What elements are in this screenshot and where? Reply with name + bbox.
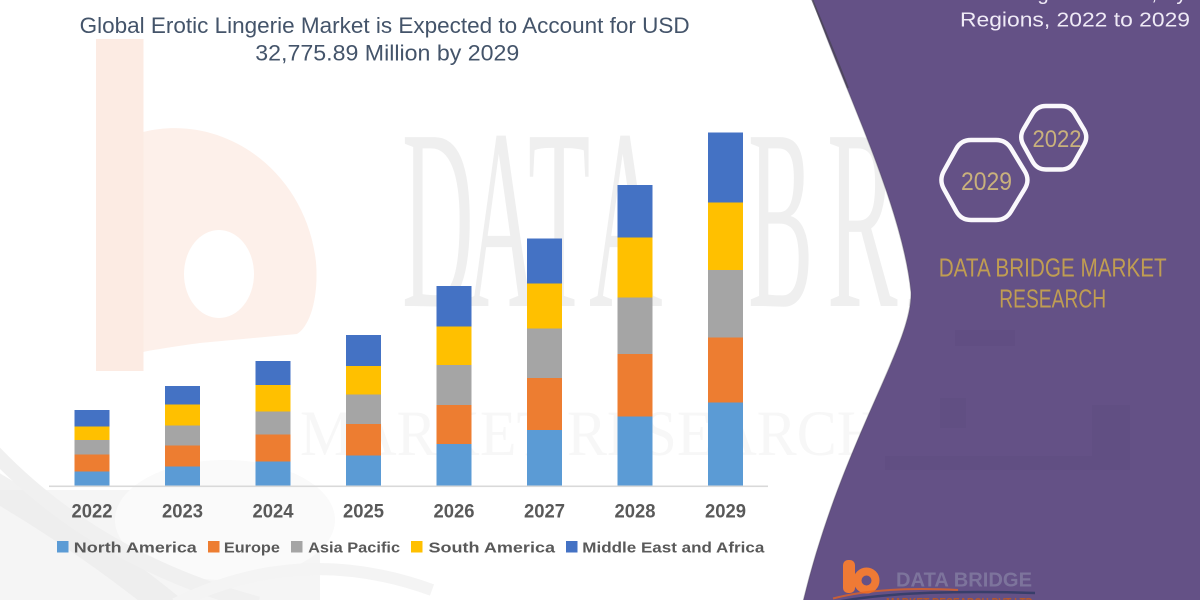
- svg-text:2023: 2023: [162, 501, 203, 523]
- svg-text:MARKET RESEARCH: MARKET RESEARCH: [300, 398, 880, 470]
- svg-text:North America: North America: [74, 540, 198, 557]
- svg-text:Global Erotic Lingerie Market,: Global Erotic Lingerie Market, By Region…: [887, 0, 1200, 5]
- svg-text:2024: 2024: [253, 501, 294, 523]
- svg-text:Regions, 2022 to 2029: Regions, 2022 to 2029: [960, 8, 1190, 31]
- svg-text:2025: 2025: [343, 501, 384, 523]
- svg-text:Europe: Europe: [224, 540, 280, 557]
- svg-text:MARKET RESEARCH PVT LTD: MARKET RESEARCH PVT LTD: [886, 596, 1033, 600]
- svg-text:DATA BRIDGE MARKET: DATA BRIDGE MARKET: [939, 255, 1167, 283]
- svg-text:DATA BRIDGE: DATA BRIDGE: [896, 570, 1032, 592]
- svg-text:2022: 2022: [72, 501, 113, 523]
- svg-text:2027: 2027: [524, 501, 565, 523]
- svg-text:32,775.89 Million by 2029: 32,775.89 Million by 2029: [255, 41, 519, 66]
- svg-text:2022: 2022: [1033, 126, 1082, 153]
- svg-text:Asia Pacific: Asia Pacific: [308, 540, 400, 557]
- svg-text:2029: 2029: [961, 168, 1012, 196]
- svg-text:Global Erotic Lingerie Market: Global Erotic Lingerie Market is Expecte…: [80, 13, 690, 38]
- svg-text:2028: 2028: [615, 501, 656, 523]
- svg-text:South America: South America: [429, 540, 556, 557]
- svg-text:2029: 2029: [705, 501, 746, 523]
- svg-text:2026: 2026: [434, 501, 475, 523]
- svg-text:A: A: [466, 78, 538, 363]
- svg-text:RESEARCH: RESEARCH: [999, 286, 1106, 314]
- svg-text:Middle East and Africa: Middle East and Africa: [582, 540, 765, 557]
- svg-text:B: B: [748, 77, 813, 363]
